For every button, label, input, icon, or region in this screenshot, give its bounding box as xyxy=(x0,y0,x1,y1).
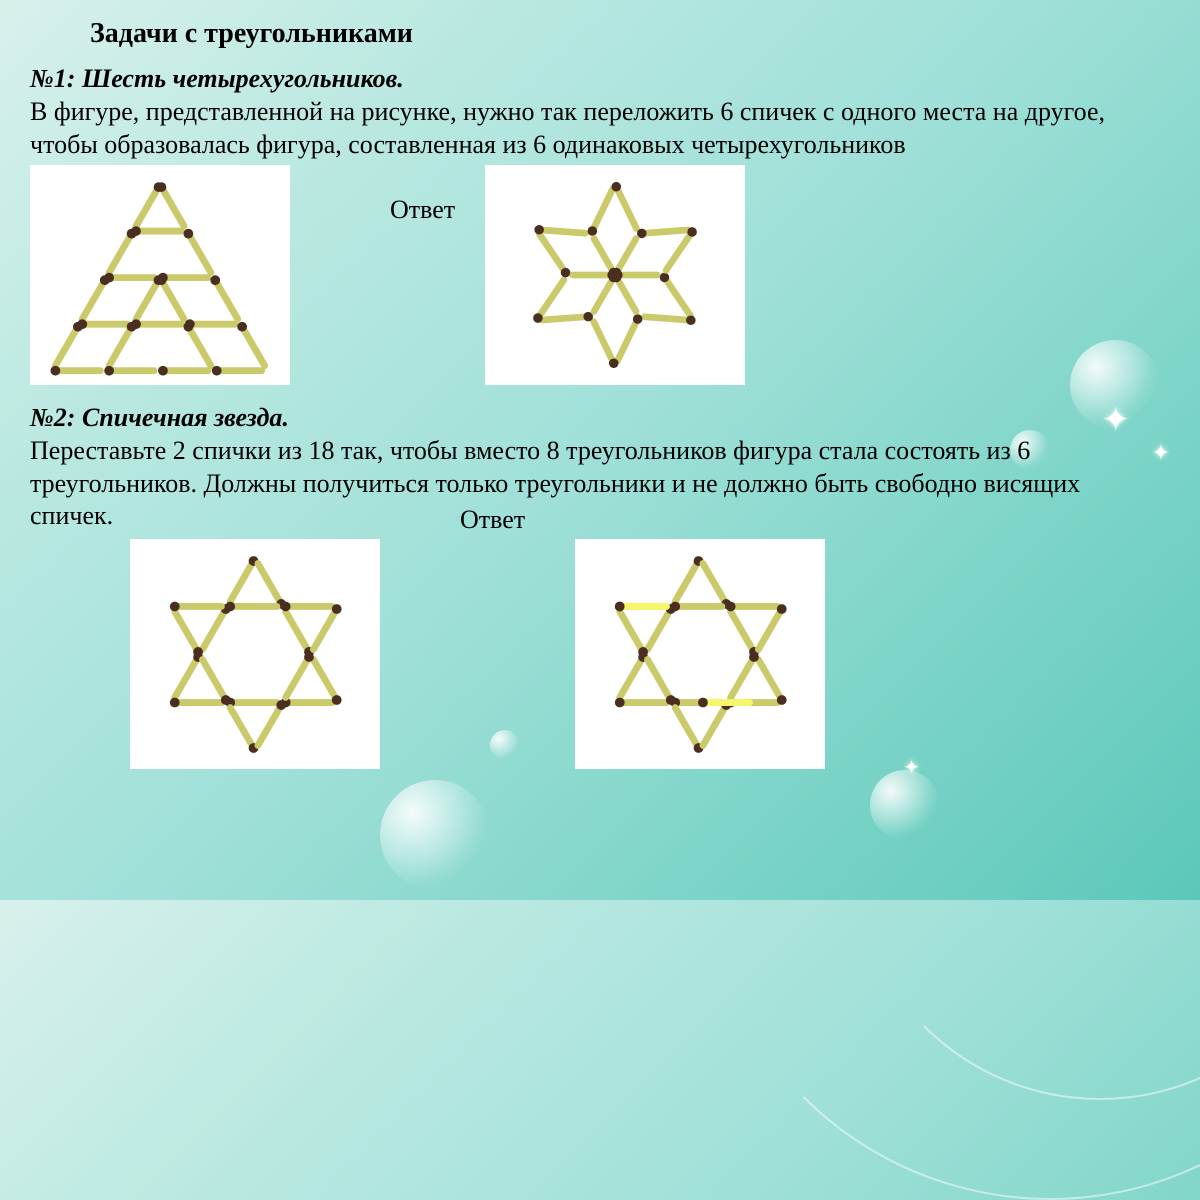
task-1-title: Шесть четырехугольников. xyxy=(82,64,404,93)
task-2-answer-figure xyxy=(575,539,825,769)
task-1-answer-figure xyxy=(485,165,745,385)
task-2: №2: Спичечная звезда. Переставьте 2 спич… xyxy=(30,403,1170,769)
task-2-answer-label: Ответ xyxy=(460,505,525,535)
task-2-problem-figure xyxy=(130,539,380,769)
page-title: Задачи с треугольниками xyxy=(90,18,1170,50)
task-2-number: №2: xyxy=(30,403,75,432)
task-1: №1: Шесть четырехугольников. В фигуре, п… xyxy=(30,64,1170,385)
task-2-body: Переставьте 2 спички из 18 так, чтобы вм… xyxy=(30,435,1160,533)
task-1-answer-label: Ответ xyxy=(390,195,455,225)
task-1-number: №1: xyxy=(30,64,75,93)
task-2-title: Спичечная звезда. xyxy=(82,403,289,432)
task-1-body: В фигуре, представленной на рисунке, нуж… xyxy=(30,96,1160,161)
task-1-problem-figure xyxy=(30,165,290,385)
